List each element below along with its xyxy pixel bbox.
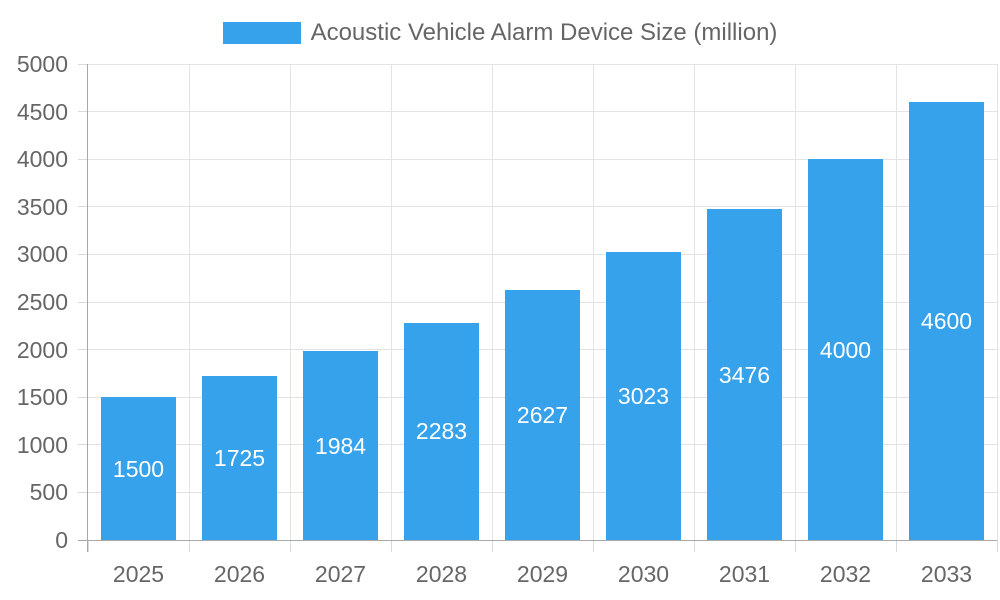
bar[interactable]: [909, 102, 984, 540]
y-axis-line: [87, 64, 88, 552]
x-axis-line: [78, 540, 997, 541]
y-tick-label: 4000: [16, 146, 68, 173]
x-axis-tick: [289, 540, 291, 552]
x-axis-tick: [87, 540, 89, 552]
bar-value-label: 1500: [112, 455, 165, 482]
h-gridline: [88, 253, 997, 255]
bar[interactable]: [303, 351, 378, 540]
bar-value-label: 3023: [617, 383, 670, 410]
y-tick-label: 5000: [16, 51, 68, 77]
y-axis-tick: [78, 111, 88, 113]
bar[interactable]: [606, 252, 681, 540]
y-axis-tick: [78, 206, 88, 208]
bar-value-label: 4600: [920, 308, 973, 335]
y-axis-tick: [78, 349, 88, 351]
bar[interactable]: [101, 397, 176, 540]
x-tick-label: 2030: [617, 561, 670, 587]
y-tick-label: 2000: [16, 336, 68, 363]
v-gridline: [188, 64, 190, 540]
y-axis-tick: [78, 396, 88, 398]
bar-value-label: 2627: [516, 401, 569, 428]
v-gridline: [491, 64, 493, 540]
v-gridline: [693, 64, 695, 540]
legend[interactable]: Acoustic Vehicle Alarm Device Size (mill…: [0, 20, 1000, 46]
y-tick-label: 500: [29, 479, 68, 506]
bar-value-label: 3476: [718, 361, 771, 388]
x-axis-tick: [188, 540, 190, 552]
x-tick-label: 2033: [920, 561, 973, 587]
x-tick-label: 2032: [819, 561, 872, 587]
y-tick-label: 3500: [16, 193, 68, 220]
legend-swatch: [222, 22, 301, 44]
y-axis-tick: [78, 301, 88, 303]
y-axis-tick: [78, 253, 88, 255]
bar-value-label: 4000: [819, 336, 872, 363]
x-axis-tick: [895, 540, 897, 552]
bar[interactable]: [707, 209, 782, 540]
x-tick-label: 2029: [516, 561, 569, 587]
y-axis-tick: [78, 158, 88, 160]
y-tick-label: 1500: [16, 384, 68, 411]
x-tick-label: 2025: [112, 561, 165, 587]
v-gridline: [895, 64, 897, 540]
legend-label: Acoustic Vehicle Alarm Device Size (mill…: [310, 19, 778, 46]
x-tick-label: 2031: [718, 561, 771, 587]
x-axis-tick: [390, 540, 392, 552]
x-axis-tick: [794, 540, 796, 552]
y-axis-tick: [78, 491, 88, 493]
bar[interactable]: [505, 289, 580, 540]
y-tick-label: 4500: [16, 98, 68, 125]
bar[interactable]: [808, 159, 883, 540]
x-axis-tick: [996, 540, 998, 552]
y-tick-label: 0: [55, 527, 68, 553]
v-gridline: [390, 64, 392, 540]
x-tick-label: 2028: [415, 561, 468, 587]
x-tick-label: 2027: [314, 561, 367, 587]
y-tick-label: 2500: [16, 289, 68, 315]
y-axis-tick: [78, 63, 88, 65]
v-gridline: [592, 64, 594, 540]
bar[interactable]: [404, 322, 479, 540]
h-gridline: [88, 158, 997, 160]
x-axis-tick: [592, 540, 594, 552]
v-gridline: [996, 64, 998, 540]
x-axis-tick: [693, 540, 695, 552]
bar-value-label: 1725: [213, 444, 266, 471]
y-axis-tick: [78, 444, 88, 446]
v-gridline: [289, 64, 291, 540]
bar-value-label: 1984: [314, 432, 367, 459]
v-gridline: [794, 64, 796, 540]
bar[interactable]: [202, 375, 277, 540]
h-gridline: [88, 111, 997, 113]
y-tick-label: 3000: [16, 241, 68, 268]
x-axis-tick: [491, 540, 493, 552]
y-tick-label: 1000: [16, 431, 68, 458]
h-gridline: [88, 206, 997, 208]
bar-value-label: 2283: [415, 418, 468, 445]
x-tick-label: 2026: [213, 561, 266, 587]
h-gridline: [88, 63, 997, 65]
